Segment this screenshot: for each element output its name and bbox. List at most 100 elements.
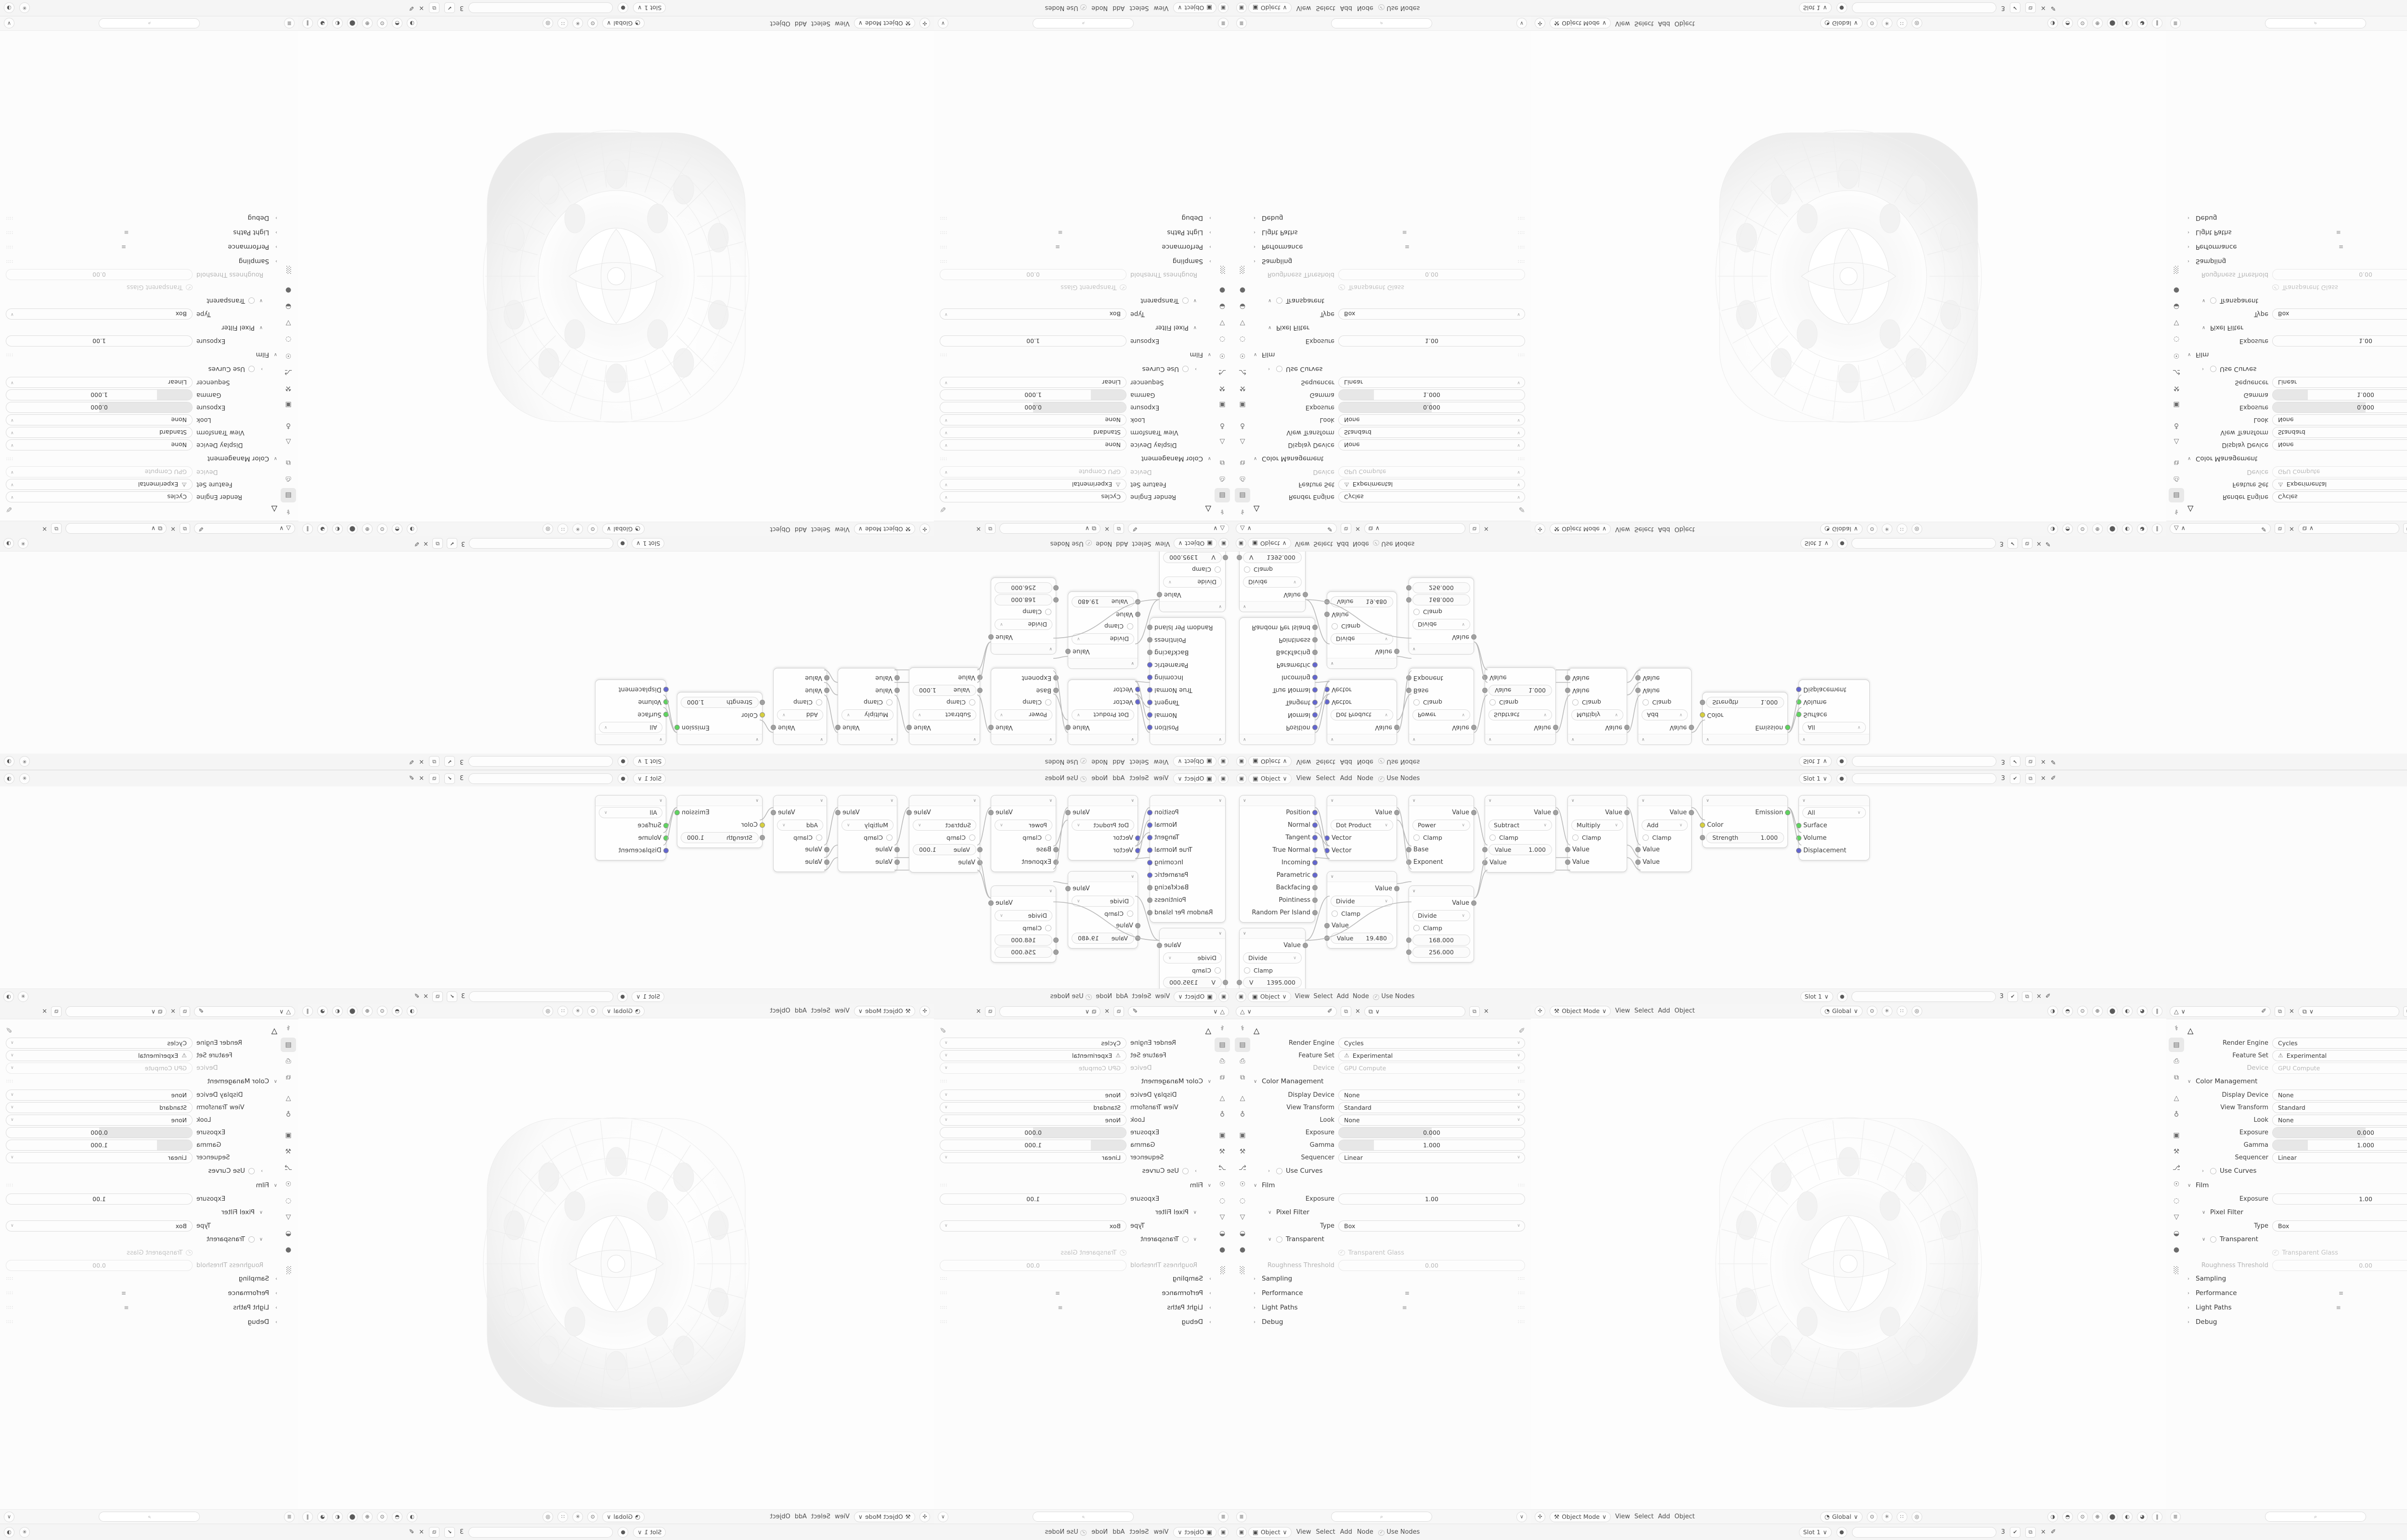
close-icon[interactable]: × <box>2040 775 2046 782</box>
section-transparent[interactable]: ∨ Transparent <box>6 294 277 308</box>
properties-tab-viewlayer[interactable]: ⧉ <box>1235 1070 1250 1085</box>
use-nodes-toggle[interactable]: ✓Use Nodes <box>1372 540 1414 547</box>
chevron-down-icon[interactable]: ∨ <box>938 18 948 29</box>
output-socket[interactable] <box>1147 712 1152 718</box>
node-header[interactable]: ∨ <box>1568 734 1627 744</box>
checkbox-checked-icon[interactable]: ✓ <box>186 284 193 290</box>
collapse-icon[interactable]: ∨ <box>1049 888 1052 894</box>
section-light-paths[interactable]: ›Light Paths≡∷∷ <box>1254 225 1525 240</box>
section-performance[interactable]: ›Performance≡∷∷ <box>940 1286 1211 1300</box>
operation-selector[interactable]: Divide ∨ <box>995 619 1052 630</box>
input-socket[interactable] <box>1135 612 1140 617</box>
node-math-divide-b[interactable]: ∨ Value Divide ∨ Clamp 168.000 256.000 <box>988 886 1059 962</box>
output-socket[interactable] <box>1312 897 1318 903</box>
value-field[interactable]: V 1395.000 <box>1163 552 1222 563</box>
scene-datablock-selector[interactable]: △ ∨ ✐ <box>1236 1006 1337 1017</box>
properties-tab-data[interactable]: ◒ <box>1235 1226 1250 1241</box>
property-value[interactable]: Box∨ <box>6 308 193 320</box>
material-slot-selector[interactable]: Slot 1 ∨ <box>633 1527 666 1538</box>
section-color-management[interactable]: ∨Color Management∷∷ <box>6 1074 277 1089</box>
editor-type-selector[interactable]: ✣ <box>919 1005 930 1016</box>
output-socket[interactable] <box>1785 809 1790 815</box>
checkbox-icon[interactable] <box>816 699 822 706</box>
property-value[interactable]: None∨ <box>940 1089 1126 1101</box>
material-preview-icon[interactable]: ◐ <box>2122 524 2133 535</box>
clamp-toggle[interactable]: Clamp <box>991 832 1056 843</box>
output-socket[interactable] <box>1147 809 1152 815</box>
node-header[interactable]: ∨ <box>1160 601 1225 612</box>
output-socket[interactable] <box>1147 897 1152 903</box>
menu-node[interactable]: Node <box>1091 775 1108 782</box>
node-vector-math[interactable]: ∨ Value Dot Product ∨ Vector Vector <box>1324 795 1399 860</box>
property-value[interactable]: GPU Compute∨ <box>6 466 193 478</box>
editor-type-selector[interactable]: ▣ <box>1218 756 1229 767</box>
property-value[interactable]: GPU Compute∨ <box>1338 466 1525 478</box>
node-header[interactable]: ∨ <box>909 734 980 744</box>
viewport-menu-add[interactable]: Add <box>794 1513 807 1520</box>
input-socket[interactable] <box>663 712 669 718</box>
output-socket[interactable] <box>1065 809 1071 815</box>
output-socket[interactable] <box>1471 725 1476 731</box>
output-socket[interactable] <box>1471 809 1476 815</box>
viewport-menu-select[interactable]: Select <box>811 1513 831 1520</box>
close-icon[interactable]: × <box>2036 540 2042 547</box>
mode-selector[interactable]: ⚒ Object Mode ∨ <box>1550 1005 1611 1016</box>
operation-selector[interactable]: Divide ∨ <box>1072 633 1134 644</box>
section-pixel-filter[interactable]: ∨ Pixel Filter <box>940 321 1211 335</box>
rendered-icon[interactable]: ◕ <box>2137 18 2148 29</box>
property-value[interactable]: GPU Compute∨ <box>2272 1062 2407 1074</box>
operation-selector[interactable]: Power ∨ <box>1412 709 1470 720</box>
overlay-toggle-icon[interactable]: ◑ <box>3 991 14 1002</box>
viewport-menu-add[interactable]: Add <box>1658 1513 1670 1520</box>
display-mode-icon[interactable]: ≣ <box>2170 18 2181 29</box>
snap-options-icon[interactable]: ✳ <box>19 773 30 784</box>
world-datablock-selector[interactable]: ⧉ ∨ <box>1364 1006 1465 1017</box>
proportional-edit-icon[interactable]: ◎ <box>543 1511 554 1522</box>
section-debug[interactable]: ›Debug∷∷ <box>6 211 277 225</box>
section-sampling[interactable]: ›Sampling∷∷ <box>6 254 277 269</box>
checkbox-icon[interactable] <box>1643 699 1649 706</box>
section-use-curves[interactable]: › Use Curves <box>940 1164 1211 1178</box>
output-socket[interactable] <box>1065 886 1071 891</box>
material-slot-selector[interactable]: Slot 1 ∨ <box>633 2 666 13</box>
viewport-menu-object[interactable]: Object <box>1674 1513 1695 1520</box>
properties-editor-left[interactable]: △ ∨ ✐ ⧉ × ⧉ ∨ ⧉ × ⚕ ▤ ⎙ ⧉ △ ♁ ▣ ⚒ ⎇ ☉ ◌ ▽ ◒ ● ░ △ ✐ Render Engine C… <box>934 1004 1232 1524</box>
shader-node-editor[interactable]: ∨ Position Normal Tangent True Normal Incomin… <box>0 536 1232 754</box>
viewport-canvas[interactable] <box>298 31 934 522</box>
checkbox-icon[interactable] <box>248 1236 255 1243</box>
section-pixel-filter[interactable]: ∨ Pixel Filter <box>6 321 277 335</box>
output-socket[interactable] <box>1689 725 1694 731</box>
material-name-field[interactable] <box>1851 1527 1996 1538</box>
pin-icon[interactable]: ✐ <box>6 1026 13 1035</box>
output-socket[interactable] <box>1312 910 1318 915</box>
solid-icon[interactable]: ⬤ <box>347 524 358 535</box>
node-material-output[interactable]: ∨ All ∨ Surface Volume Displacement <box>1796 680 1870 745</box>
clamp-toggle[interactable]: Clamp <box>1568 832 1627 843</box>
input-socket[interactable] <box>1406 859 1411 865</box>
viewport-menu-object[interactable]: Object <box>1674 1007 1695 1014</box>
properties-tab-collection[interactable]: ▣ <box>1235 1128 1250 1142</box>
clamp-toggle[interactable]: Clamp <box>1485 832 1555 843</box>
value-field[interactable]: 168.000 <box>1412 935 1470 946</box>
material-slot-selector[interactable]: Slot 1 ∨ <box>633 773 666 784</box>
property-value[interactable]: Cycles∨ <box>6 1037 193 1049</box>
solid-icon[interactable]: ⬤ <box>2107 1511 2118 1522</box>
section-sampling[interactable]: ›Sampling∷∷ <box>2187 254 2407 269</box>
editor-type-selector[interactable]: ✣ <box>1535 18 1545 29</box>
shader-node-editor[interactable]: ∨ Position Normal Tangent True Normal Incomin… <box>1232 536 2407 754</box>
input-socket[interactable] <box>1237 980 1242 985</box>
node-header[interactable]: ∨ <box>991 886 1056 897</box>
use-nodes-toggle[interactable]: ✓Use Nodes <box>1378 4 1420 12</box>
snap-options-icon[interactable]: ✳ <box>17 538 28 549</box>
viewport-canvas[interactable] <box>1531 31 2166 522</box>
node-math-divide-a[interactable]: ∨ Value Divide ∨ Clamp Value Value 19.480 <box>1065 871 1140 949</box>
property-value[interactable]: None∨ <box>1338 439 1525 451</box>
viewport-3d[interactable]: ✣ ⚒ Object Mode ∨ View Select Add Object ◔ Global… <box>1531 16 2166 536</box>
input-socket[interactable] <box>824 688 829 693</box>
input-socket[interactable] <box>1324 847 1330 853</box>
pivot-icon[interactable]: ⊙ <box>587 18 598 29</box>
copy-icon[interactable]: ⧉ <box>429 773 440 784</box>
input-socket[interactable] <box>1482 860 1488 865</box>
copy-icon[interactable]: ⧉ <box>1341 523 1351 534</box>
shader-type-selector[interactable]: ▣ Object ∨ <box>1248 991 1291 1002</box>
